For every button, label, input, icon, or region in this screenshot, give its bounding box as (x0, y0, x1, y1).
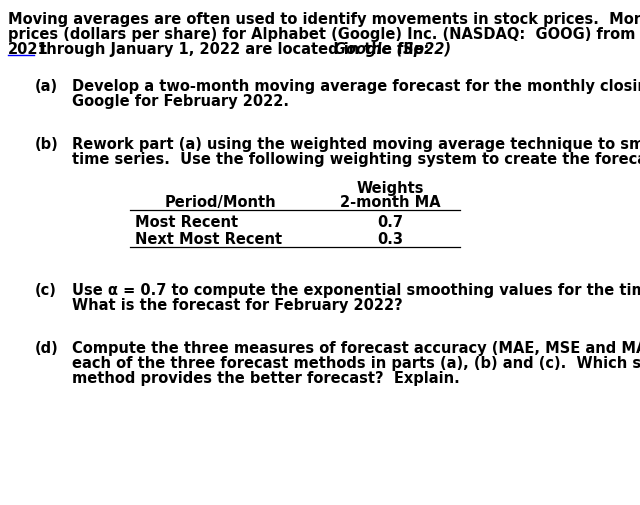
Text: What is the forecast for February 2022?: What is the forecast for February 2022? (72, 298, 403, 313)
Text: (c): (c) (35, 283, 57, 298)
Text: 2021: 2021 (8, 42, 49, 57)
Text: Most Recent: Most Recent (135, 215, 238, 230)
Text: prices (dollars per share) for Alphabet (Google) Inc. (NASDAQ:  GOOG) from Febru: prices (dollars per share) for Alphabet … (8, 27, 640, 42)
Text: 0.3: 0.3 (377, 232, 403, 247)
Text: Next Most Recent: Next Most Recent (135, 232, 282, 247)
Text: Rework part (a) using the weighted moving average technique to smooth the: Rework part (a) using the weighted movin… (72, 137, 640, 152)
Text: time series.  Use the following weighting system to create the forecast:: time series. Use the following weighting… (72, 152, 640, 167)
Text: (a): (a) (35, 79, 58, 94)
Text: method provides the better forecast?  Explain.: method provides the better forecast? Exp… (72, 371, 460, 386)
Text: (d): (d) (35, 341, 59, 356)
Text: 2-month MA: 2-month MA (340, 195, 440, 210)
Text: (b): (b) (35, 137, 59, 152)
Text: Develop a two-month moving average forecast for the monthly closing price of: Develop a two-month moving average forec… (72, 79, 640, 94)
Text: 0.7: 0.7 (377, 215, 403, 230)
Text: Google for February 2022.: Google for February 2022. (72, 94, 289, 109)
Text: Compute the three measures of forecast accuracy (MAE, MSE and MAPE) for: Compute the three measures of forecast a… (72, 341, 640, 356)
Text: Use α = 0.7 to compute the exponential smoothing values for the time series.: Use α = 0.7 to compute the exponential s… (72, 283, 640, 298)
Text: each of the three forecast methods in parts (a), (b) and (c).  Which smoothing: each of the three forecast methods in pa… (72, 356, 640, 371)
Text: Period/Month: Period/Month (164, 195, 276, 210)
Text: Weights: Weights (356, 181, 424, 196)
Text: Google (Sp22): Google (Sp22) (334, 42, 451, 57)
Text: through January 1, 2022 are located in the file:: through January 1, 2022 are located in t… (34, 42, 435, 57)
Text: Moving averages are often used to identify movements in stock prices.  Monthly c: Moving averages are often used to identi… (8, 12, 640, 27)
